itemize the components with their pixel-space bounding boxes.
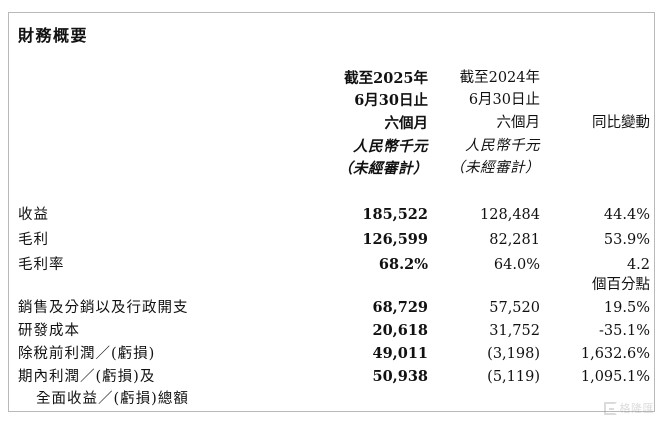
header-col3-change: 同比變動: [592, 115, 650, 131]
table-row: 期內利潤／(虧損)及: [18, 369, 156, 385]
header-col1-line2: 6月30日止: [354, 92, 428, 109]
page-title: 財務概要: [18, 26, 89, 45]
header-col1-currency: 人民幣千元: [353, 138, 428, 155]
table-cell-col1: 126,599: [362, 231, 428, 248]
table-cell-col2: 57,520: [489, 300, 540, 316]
table-cell-col1: 68,729: [372, 299, 429, 316]
table-cell-col2: 64.0%: [493, 257, 540, 273]
table-row: 除稅前利潤／(虧損): [18, 346, 156, 362]
table-cell-col3: 53.9%: [603, 232, 650, 248]
header-col2-line3: 六個月: [496, 115, 541, 131]
table-cell-col3: 1,632.6%: [580, 346, 650, 362]
table-cell-col2: 31,752: [489, 323, 540, 339]
header-col1-audit-note: （未經審計）: [338, 160, 428, 177]
table-cell-col2: 82,281: [489, 232, 540, 248]
table-cell-col1: 68.2%: [378, 256, 428, 273]
header-col2-currency: 人民幣千元: [465, 138, 540, 154]
table-row: 研發成本: [18, 323, 80, 339]
table-row: 毛利: [18, 232, 49, 248]
table-cell-col2: (3,198): [487, 346, 540, 362]
table-cell-col2: (5,119): [487, 369, 540, 385]
table-cell-col1: 20,618: [372, 322, 429, 339]
header-col2-audit-note: （未經審計）: [450, 160, 540, 176]
table-row: 銷售及分銷以及行政開支: [18, 300, 189, 316]
table-cell-col1: 50,938: [372, 368, 429, 385]
header-col2-line2: 6月30日止: [468, 92, 540, 108]
table-cell-col3-unit: 個百分點: [592, 277, 650, 293]
table-row: 收益: [18, 207, 49, 223]
table-cell-col3: 44.4%: [603, 207, 650, 223]
table-cell-col1: 185,522: [362, 206, 428, 223]
report-frame: [8, 12, 655, 412]
table-row: 毛利率: [18, 257, 65, 273]
table-cell-col3: 19.5%: [603, 300, 650, 316]
header-col2-line1: 截至2024年: [459, 70, 540, 86]
header-col1-line1: 截至2025年: [344, 70, 428, 87]
table-cell-col3: -35.1%: [599, 323, 650, 339]
table-cell-col3: 1,095.1%: [580, 369, 650, 385]
header-col1-line3: 六個月: [384, 115, 429, 132]
table-cell-col1: 49,011: [372, 345, 429, 362]
table-cell-col3: 4.2: [626, 257, 650, 273]
table-row-continuation: 全面收益／(虧損)總額: [36, 391, 189, 407]
table-cell-col2: 128,484: [480, 207, 540, 223]
